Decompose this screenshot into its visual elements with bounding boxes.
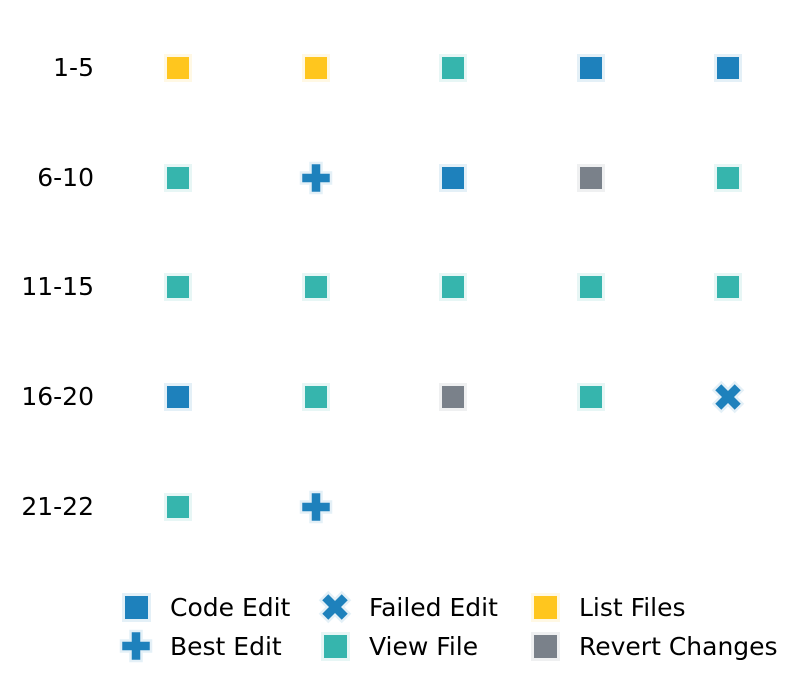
- marker-view-file: [439, 273, 467, 301]
- legend-entry-code-edit: Code Edit: [118, 591, 290, 623]
- legend-entry-view-file: View File: [317, 630, 498, 662]
- legend-failed-edit-icon: [318, 590, 352, 624]
- marker-best-edit: [299, 490, 333, 524]
- legend-column: List Files Revert Changes: [527, 591, 778, 662]
- legend-label: Code Edit: [170, 592, 291, 622]
- marker-failed-edit: [711, 380, 745, 414]
- legend-label: Failed Edit: [369, 592, 498, 622]
- legend-label: Revert Changes: [579, 631, 778, 661]
- legend-marker-slot: [118, 628, 154, 664]
- legend-entry-revert-changes: Revert Changes: [527, 630, 778, 662]
- legend-marker-slot: [118, 589, 154, 625]
- legend-view-file-icon: [320, 631, 350, 661]
- legend-revert-changes-icon: [530, 631, 560, 661]
- legend-entry-failed-edit: Failed Edit: [317, 589, 498, 625]
- legend-column: Failed Edit View File: [317, 589, 498, 662]
- marker-list-files: [164, 54, 192, 82]
- legend-marker-slot: [527, 628, 563, 664]
- legend-column: Code Edit Best Edit: [118, 591, 290, 664]
- marker-revert-changes: [577, 164, 605, 192]
- marker-view-file: [714, 273, 742, 301]
- row-label: 21-22: [21, 492, 94, 521]
- row-label: 16-20: [21, 382, 94, 411]
- marker-view-file: [302, 383, 330, 411]
- legend-list-files-icon: [530, 592, 560, 622]
- marker-view-file: [164, 493, 192, 521]
- marker-revert-changes: [439, 383, 467, 411]
- row-label: 6-10: [37, 163, 94, 192]
- marker-view-file: [164, 273, 192, 301]
- marker-code-edit: [439, 164, 467, 192]
- legend-entry-list-files: List Files: [527, 591, 778, 623]
- marker-view-file: [164, 164, 192, 192]
- marker-best-edit: [299, 161, 333, 195]
- marker-view-file: [577, 273, 605, 301]
- legend-label: View File: [369, 631, 479, 661]
- legend-code-edit-icon: [121, 592, 151, 622]
- legend-label: List Files: [579, 592, 686, 622]
- legend-entry-best-edit: Best Edit: [118, 628, 290, 664]
- legend-marker-slot: [317, 589, 353, 625]
- row-label: 1-5: [53, 53, 94, 82]
- legend-best-edit-icon: [119, 629, 153, 663]
- marker-view-file: [714, 164, 742, 192]
- row-label: 11-15: [21, 272, 94, 301]
- legend-marker-slot: [527, 589, 563, 625]
- marker-list-files: [302, 54, 330, 82]
- marker-code-edit: [164, 383, 192, 411]
- marker-code-edit: [714, 54, 742, 82]
- marker-view-file: [577, 383, 605, 411]
- legend-label: Best Edit: [170, 631, 282, 661]
- marker-view-file: [302, 273, 330, 301]
- marker-view-file: [439, 54, 467, 82]
- marker-code-edit: [577, 54, 605, 82]
- legend-marker-slot: [317, 628, 353, 664]
